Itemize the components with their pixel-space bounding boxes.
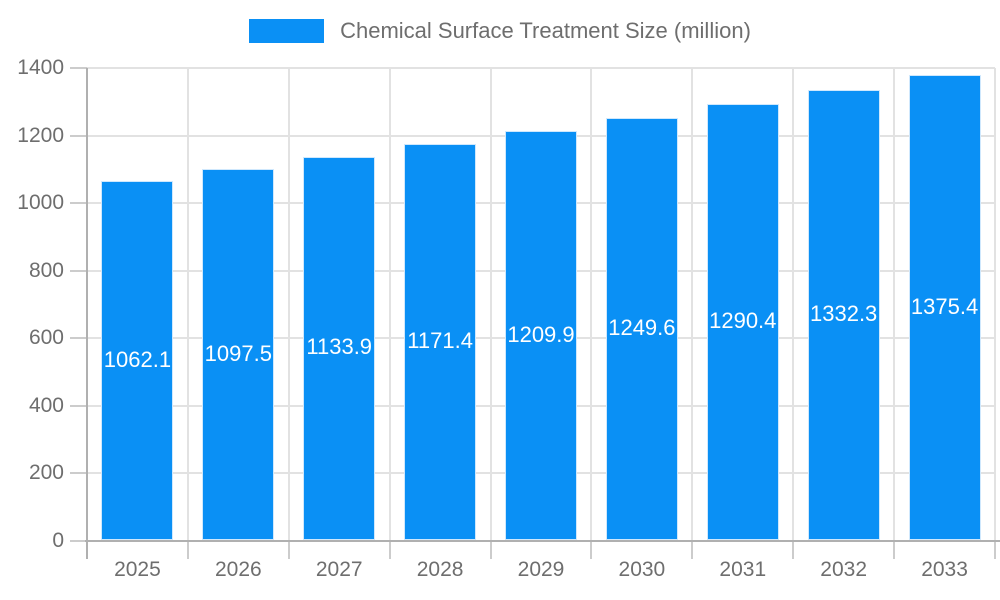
bar-2026[interactable] [202, 169, 275, 540]
bar-value-label: 1290.4 [709, 308, 777, 333]
x-axis-label: 2026 [214, 558, 262, 581]
y-axis-label: 1200 [17, 123, 64, 147]
gridline-vertical [691, 68, 694, 541]
x-axis-tick [893, 541, 896, 559]
gridline-vertical [287, 68, 290, 541]
y-axis-tick [70, 134, 87, 137]
x-axis-label: 2032 [820, 558, 868, 581]
y-axis-label: 600 [28, 326, 64, 350]
x-axis-tick [792, 541, 795, 559]
gridline-vertical [590, 68, 593, 541]
y-axis-tick [70, 472, 87, 475]
y-axis-label: 200 [28, 461, 64, 485]
x-axis-label: 2025 [114, 558, 161, 581]
bar-2029[interactable] [505, 131, 577, 540]
legend-swatch[interactable] [249, 19, 325, 43]
x-axis-tick [994, 541, 996, 559]
y-axis-label: 1400 [17, 56, 64, 79]
bar-value-label: 1133.9 [306, 334, 373, 360]
bar-value-label: 1209.9 [507, 321, 575, 347]
x-axis-tick [287, 541, 290, 559]
x-axis-label: 2029 [517, 558, 565, 581]
gridline-vertical [893, 68, 896, 541]
legend[interactable]: Chemical Surface Treatment Size (million… [0, 18, 1000, 44]
bar-2027[interactable] [303, 156, 376, 540]
x-axis-tick [186, 541, 189, 559]
bar-value-label: 1249.6 [608, 314, 676, 340]
y-axis-tick [70, 337, 87, 340]
y-axis-tick [70, 269, 87, 272]
x-axis-tick [590, 541, 593, 559]
y-axis-label: 400 [28, 393, 64, 417]
x-axis-tick [489, 541, 492, 559]
gridline-vertical [994, 68, 996, 541]
x-axis-label: 2027 [315, 558, 363, 581]
x-axis-label: 2030 [618, 558, 666, 581]
y-axis-tick [70, 67, 87, 69]
y-axis-label: 1000 [17, 191, 64, 215]
x-axis-line [85, 540, 1000, 542]
gridline-vertical [388, 68, 391, 541]
y-axis-label: 0 [52, 529, 64, 552]
gridline-vertical [489, 68, 492, 541]
bar-value-label: 1375.4 [910, 293, 979, 319]
x-axis-label: 2028 [416, 558, 464, 581]
x-axis-label: 2031 [719, 558, 767, 581]
bar-2028[interactable] [404, 144, 477, 540]
bar-2025[interactable] [101, 181, 174, 540]
bar-value-label: 1171.4 [407, 328, 473, 354]
y-axis-tick [70, 404, 87, 407]
bar-value-label: 1097.5 [204, 340, 272, 366]
bar-2030[interactable] [605, 117, 678, 540]
x-axis-tick [691, 541, 694, 559]
bar-2033[interactable] [908, 75, 981, 540]
y-axis-line [86, 68, 88, 559]
bar-2032[interactable] [807, 89, 880, 540]
y-axis-label: 800 [28, 258, 64, 282]
y-axis-tick [70, 540, 87, 542]
x-axis-label: 2033 [921, 558, 968, 581]
x-axis-tick [388, 541, 391, 559]
bar-2031[interactable] [706, 104, 779, 540]
gridline-vertical [186, 68, 189, 541]
legend-label[interactable]: Chemical Surface Treatment Size (million… [340, 18, 751, 43]
bar-value-label: 1332.3 [810, 300, 878, 326]
bar-value-label: 1062.1 [103, 346, 172, 372]
y-axis-tick [70, 202, 87, 205]
gridline-horizontal [87, 67, 995, 69]
gridline-vertical [792, 68, 795, 541]
